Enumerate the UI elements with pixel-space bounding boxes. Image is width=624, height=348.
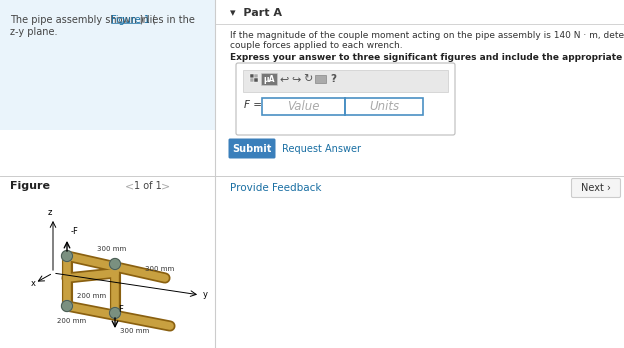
FancyBboxPatch shape bbox=[228, 139, 276, 158]
Text: z: z bbox=[48, 208, 52, 217]
Text: -F: -F bbox=[71, 227, 79, 236]
Bar bbox=[345, 98, 423, 115]
FancyBboxPatch shape bbox=[572, 179, 620, 198]
FancyBboxPatch shape bbox=[236, 63, 455, 135]
Text: ▾  Part A: ▾ Part A bbox=[230, 8, 282, 18]
Text: 300 mm: 300 mm bbox=[120, 328, 149, 334]
Text: Figure: Figure bbox=[10, 181, 50, 191]
Text: The pipe assembly shown in (: The pipe assembly shown in ( bbox=[10, 15, 156, 25]
Bar bbox=[254, 78, 258, 81]
Bar bbox=[250, 78, 253, 81]
Text: Units: Units bbox=[369, 100, 399, 113]
Text: >: > bbox=[162, 181, 170, 191]
Text: ↻: ↻ bbox=[303, 74, 313, 84]
Text: F: F bbox=[118, 305, 123, 314]
Bar bbox=[0, 0, 215, 130]
Text: μA: μA bbox=[263, 74, 275, 84]
Text: ) lies in the: ) lies in the bbox=[140, 15, 195, 25]
Bar bbox=[261, 73, 277, 85]
Circle shape bbox=[62, 301, 72, 311]
Text: Value: Value bbox=[287, 100, 319, 113]
Bar bbox=[262, 98, 345, 115]
Text: Request Answer: Request Answer bbox=[282, 143, 361, 153]
Bar bbox=[243, 70, 448, 92]
Circle shape bbox=[109, 308, 120, 318]
Text: ↪: ↪ bbox=[291, 74, 301, 84]
Circle shape bbox=[109, 259, 120, 269]
Text: 1 of 1: 1 of 1 bbox=[134, 181, 162, 191]
Text: Next ›: Next › bbox=[581, 183, 611, 193]
Bar bbox=[254, 74, 258, 78]
Text: Provide Feedback: Provide Feedback bbox=[230, 183, 321, 193]
Text: z-y plane.: z-y plane. bbox=[10, 27, 57, 37]
Text: x: x bbox=[31, 279, 36, 288]
Text: 200 mm: 200 mm bbox=[57, 318, 86, 324]
Text: 300 mm: 300 mm bbox=[97, 246, 126, 252]
Text: Figure 1: Figure 1 bbox=[111, 15, 150, 25]
Text: ?: ? bbox=[330, 74, 336, 84]
Text: If the magnitude of the couple moment acting on the pipe assembly is 140 N · m, : If the magnitude of the couple moment ac… bbox=[230, 31, 624, 40]
Bar bbox=[315, 75, 326, 83]
Text: 300 mm: 300 mm bbox=[145, 266, 174, 272]
Bar bbox=[250, 74, 253, 78]
Text: 200 mm: 200 mm bbox=[77, 293, 106, 299]
Text: Express your answer to three significant figures and include the appropriate uni: Express your answer to three significant… bbox=[230, 53, 624, 62]
Text: y: y bbox=[203, 290, 208, 299]
Text: couple forces applied to each wrench.: couple forces applied to each wrench. bbox=[230, 41, 402, 50]
Circle shape bbox=[62, 251, 72, 261]
Text: F =: F = bbox=[244, 100, 262, 110]
Text: <: < bbox=[125, 181, 135, 191]
Text: Submit: Submit bbox=[232, 143, 271, 153]
Text: ↩: ↩ bbox=[280, 74, 289, 84]
